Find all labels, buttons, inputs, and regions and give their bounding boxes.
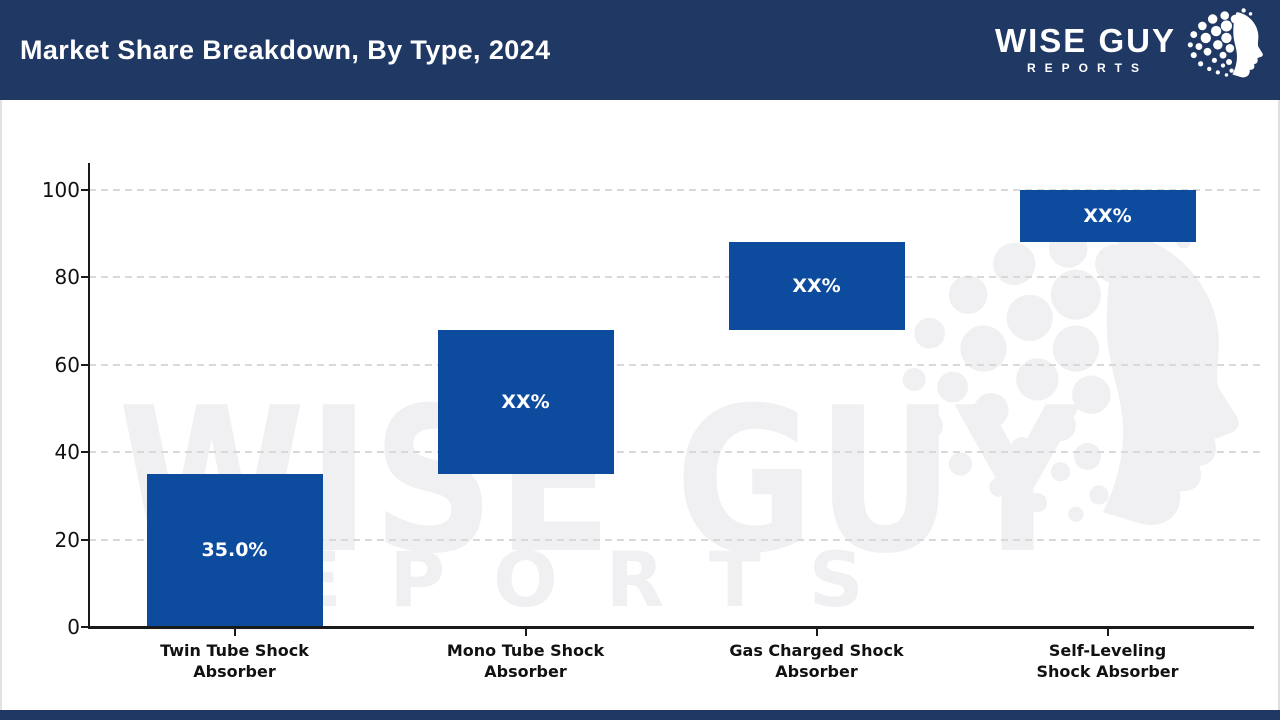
page-border-right xyxy=(1278,100,1280,720)
footer-bar xyxy=(0,710,1280,720)
x-label-mono-tube-shock-absorber: Mono Tube Shock Absorber xyxy=(446,641,605,681)
y-tick-80 xyxy=(81,276,88,278)
x-tick-twin-tube-shock-absorber xyxy=(233,629,236,636)
watermark-head-icon xyxy=(902,215,1239,525)
bar-mono-tube-shock-absorber: XX% xyxy=(437,329,614,474)
gridline-80 xyxy=(89,276,1262,278)
x-label-twin-tube-shock-absorber: Twin Tube Shock Absorber xyxy=(160,641,309,681)
y-tick-40 xyxy=(81,451,88,453)
header-banner: Market Share Breakdown, By Type, 2024 WI… xyxy=(0,0,1280,100)
bar-value-label: XX% xyxy=(792,274,841,297)
y-tick-label-60: 60 xyxy=(54,352,80,377)
x-tick-mono-tube-shock-absorber xyxy=(524,629,527,636)
brand-logo: WISE GUY REPORTS xyxy=(995,6,1266,94)
bar-value-label: 35.0% xyxy=(201,539,268,562)
y-tick-0 xyxy=(81,626,88,628)
y-tick-label-100: 100 xyxy=(41,177,80,202)
x-tick-self-leveling-shock-absorber xyxy=(1106,629,1109,636)
gridline-40 xyxy=(89,451,1262,453)
page-border-left xyxy=(0,100,2,720)
y-axis-spine xyxy=(88,163,90,629)
brand-logo-text: WISE GUY REPORTS xyxy=(995,24,1176,76)
y-tick-label-80: 80 xyxy=(54,265,80,289)
gridline-20 xyxy=(89,538,1262,541)
y-tick-label-0: 0 xyxy=(67,615,80,639)
x-tick-gas-charged-shock-absorber xyxy=(815,629,818,636)
y-tick-100 xyxy=(81,188,88,191)
bar-gas-charged-shock-absorber: XX% xyxy=(728,242,905,330)
bar-value-label: XX% xyxy=(501,390,550,413)
brand-subtitle: REPORTS xyxy=(1026,61,1148,75)
x-label-self-leveling-shock-absorber: Self-Leveling Shock Absorber xyxy=(1036,641,1179,681)
y-tick-label-40: 40 xyxy=(54,440,80,464)
y-tick-60 xyxy=(81,363,88,366)
gridline-60 xyxy=(89,363,1262,366)
bar-twin-tube-shock-absorber: 35.0% xyxy=(146,473,323,627)
bar-self-leveling-shock-absorber: XX% xyxy=(1019,189,1196,242)
chart-title: Market Share Breakdown, By Type, 2024 xyxy=(20,34,551,65)
gridline-100 xyxy=(89,188,1262,191)
brand-name: WISE GUY xyxy=(994,22,1176,59)
x-axis-spine xyxy=(88,626,1254,629)
y-tick-label-20: 20 xyxy=(54,527,80,552)
x-label-gas-charged-shock-absorber: Gas Charged Shock Absorber xyxy=(729,641,904,681)
bar-value-label: XX% xyxy=(1083,204,1132,227)
y-tick-20 xyxy=(81,538,88,541)
brand-head-icon xyxy=(1187,8,1263,78)
